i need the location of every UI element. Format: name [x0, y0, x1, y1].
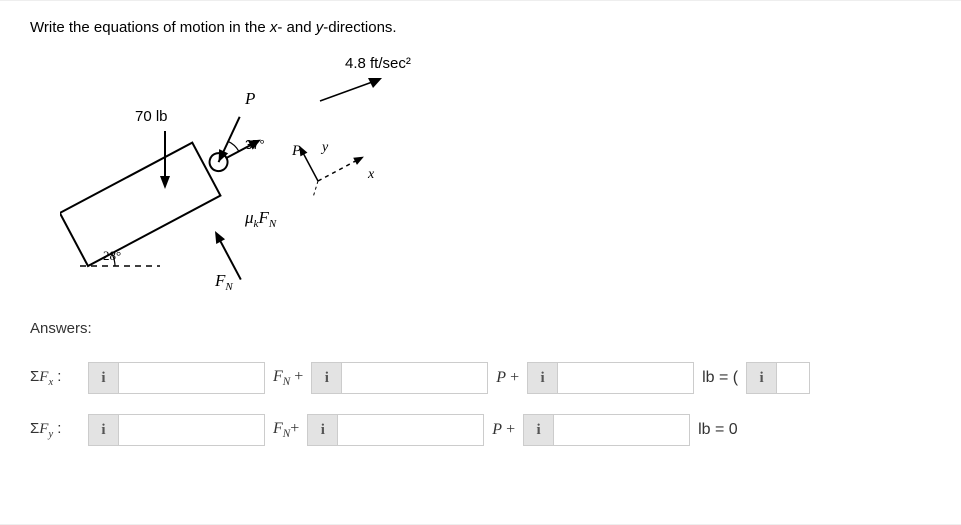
- sigma: Σ: [30, 420, 39, 437]
- fy-input-2[interactable]: i: [307, 414, 484, 446]
- fx-mid-2: P +: [496, 369, 519, 387]
- normal-label: FN: [214, 271, 233, 293]
- fy-mid-1: FN+: [273, 420, 299, 440]
- x-axis-label: x: [367, 167, 375, 182]
- diagram-svg: 28° 70 lb FN μkFN: [60, 46, 480, 296]
- friction-label: μkFN: [244, 208, 277, 230]
- fx-input-1[interactable]: i: [88, 362, 265, 394]
- fy-input-1[interactable]: i: [88, 414, 265, 446]
- info-icon[interactable]: i: [89, 415, 119, 445]
- info-icon[interactable]: i: [528, 363, 558, 393]
- weight-label: 70 lb: [135, 108, 168, 125]
- row-fy-label: ΣFy :: [30, 420, 80, 440]
- fy-field-1[interactable]: [119, 415, 264, 445]
- answers-label: Answers:: [30, 320, 931, 337]
- fx-input-2[interactable]: i: [311, 362, 488, 394]
- diagram: 28° 70 lb FN μkFN: [60, 46, 931, 300]
- fy-input-3[interactable]: i: [523, 414, 690, 446]
- fx-field-1[interactable]: [119, 363, 264, 393]
- axes: [289, 121, 370, 197]
- accel-label: 4.8 ft/sec²: [345, 55, 411, 72]
- info-icon[interactable]: i: [312, 363, 342, 393]
- fy-end: lb = 0: [698, 421, 738, 439]
- colon: :: [53, 368, 61, 385]
- y-axis-label: y: [320, 140, 329, 155]
- fy-field-3[interactable]: [554, 415, 689, 445]
- fx-mid-1: FN +: [273, 368, 303, 388]
- fx-field-4[interactable]: [777, 363, 809, 393]
- row-fy: ΣFy : i FN+ i P + i lb = 0: [30, 414, 931, 446]
- question-prefix: Write the equations of motion in the: [30, 19, 270, 36]
- fx-field-2[interactable]: [342, 363, 487, 393]
- fy-field-2[interactable]: [338, 415, 483, 445]
- question-text: Write the equations of motion in the x- …: [30, 19, 931, 36]
- weight-arrow: 70 lb: [135, 108, 170, 189]
- p-label: P: [244, 89, 255, 108]
- accel-arrow: [320, 78, 382, 101]
- sigma: Σ: [30, 368, 39, 385]
- row-fx-label: ΣFx :: [30, 368, 80, 388]
- info-icon[interactable]: i: [524, 415, 554, 445]
- fx-input-4[interactable]: i: [746, 362, 810, 394]
- fx-input-3[interactable]: i: [527, 362, 694, 394]
- info-icon[interactable]: i: [747, 363, 777, 393]
- question-mid: - and: [277, 19, 315, 36]
- fx-field-3[interactable]: [558, 363, 693, 393]
- p-axis-label: P: [291, 143, 301, 159]
- info-icon[interactable]: i: [89, 363, 119, 393]
- fy-mid-2: P +: [492, 421, 515, 439]
- fx-end: lb = (: [702, 369, 738, 387]
- question-suffix: -directions.: [323, 19, 396, 36]
- colon: :: [53, 420, 61, 437]
- angle-base-label: 28°: [103, 248, 121, 263]
- angle-p-label: 37°: [245, 137, 265, 152]
- info-icon[interactable]: i: [308, 415, 338, 445]
- row-fx: ΣFx : i FN + i P + i lb = ( i: [30, 362, 931, 394]
